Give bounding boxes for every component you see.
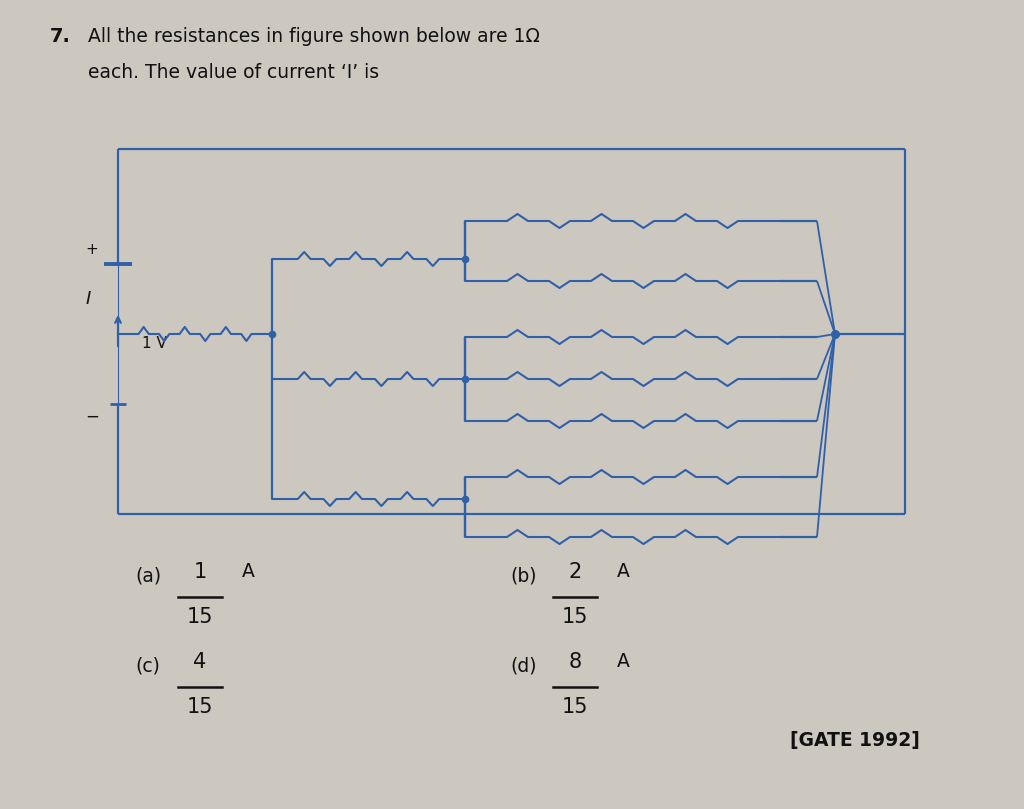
Text: 15: 15 <box>186 697 213 717</box>
Text: All the resistances in figure shown below are 1Ω: All the resistances in figure shown belo… <box>88 27 540 46</box>
Text: 8: 8 <box>568 652 582 672</box>
Text: 15: 15 <box>562 607 588 627</box>
Text: 4: 4 <box>194 652 207 672</box>
Text: 7.: 7. <box>50 27 71 46</box>
Text: A: A <box>617 562 630 581</box>
Text: A: A <box>242 562 255 581</box>
Text: (a): (a) <box>135 567 161 586</box>
Text: 1: 1 <box>194 562 207 582</box>
Text: 15: 15 <box>186 607 213 627</box>
Text: (d): (d) <box>510 657 537 676</box>
Text: 1 V: 1 V <box>142 337 167 351</box>
Text: 2: 2 <box>568 562 582 582</box>
Text: A: A <box>617 652 630 671</box>
Text: [GATE 1992]: [GATE 1992] <box>791 731 920 750</box>
Text: each. The value of current ‘I’ is: each. The value of current ‘I’ is <box>88 63 379 82</box>
Text: I: I <box>85 290 91 308</box>
Text: (c): (c) <box>135 657 160 676</box>
Text: (b): (b) <box>510 567 537 586</box>
Text: −: − <box>85 408 99 426</box>
Text: 15: 15 <box>562 697 588 717</box>
Text: +: + <box>86 242 98 257</box>
